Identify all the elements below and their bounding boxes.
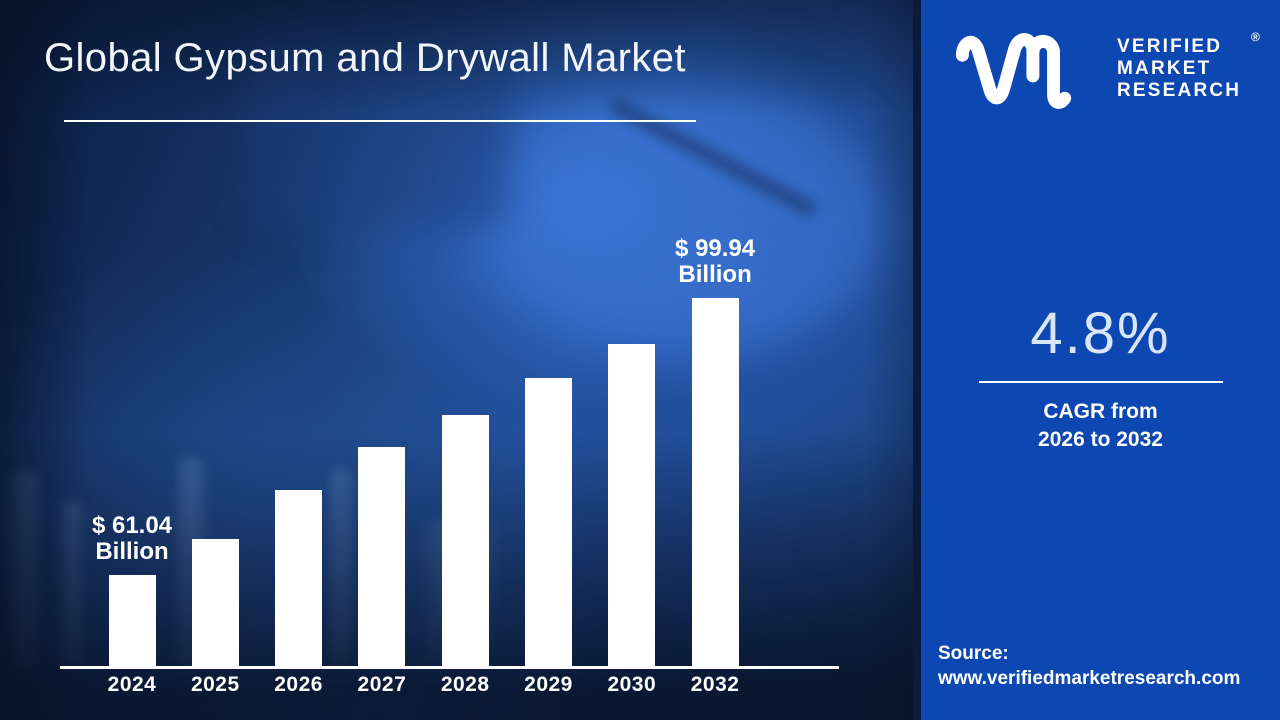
- bar-2028: [441, 415, 489, 666]
- x-tick-2024: 2024: [107, 673, 157, 696]
- x-axis-line: [60, 666, 839, 669]
- bar-2027: [358, 447, 406, 666]
- cagr-block: 4.8% CAGR from 2026 to 2032: [921, 300, 1280, 454]
- right-panel: VERIFIED MARKET RESEARCH ® 4.8% CAGR fro…: [921, 0, 1280, 720]
- bar-2025: [191, 539, 239, 666]
- x-tick-2026: 2026: [274, 673, 323, 696]
- source-label: Source:: [938, 643, 1009, 664]
- x-tick-2032: 2032: [690, 673, 740, 696]
- bar-chart: 2024 $ 61.04 Billion 2025 2026 2027 2028 2029 20…: [91, 235, 756, 697]
- brand-line: VERIFIED: [1117, 36, 1223, 57]
- x-tick-2025: 2025: [190, 673, 240, 696]
- title-underline: [64, 120, 696, 122]
- bar-2026: [275, 490, 323, 666]
- brand-line: MARKET: [1117, 58, 1212, 79]
- bar-2030: [608, 344, 656, 666]
- bar-2024: [108, 575, 156, 666]
- page-title: Global Gypsum and Drywall Market: [44, 36, 686, 80]
- brand-line: RESEARCH: [1117, 80, 1242, 101]
- cagr-label: CAGR from 2026 to 2032: [921, 398, 1280, 454]
- cagr-label-line2: 2026 to 2032: [1038, 428, 1163, 451]
- cagr-underline: [978, 381, 1223, 383]
- cagr-label-line1: CAGR from: [1043, 400, 1158, 423]
- chart-section: Global Gypsum and Drywall Market 2024 $ 6…: [0, 0, 920, 720]
- brand-name: VERIFIED MARKET RESEARCH: [1117, 36, 1241, 102]
- x-tick-2029: 2029: [524, 673, 573, 696]
- bar-2029: [525, 378, 572, 666]
- cagr-value: 4.8%: [1030, 301, 1171, 366]
- x-tick-2030: 2030: [607, 673, 657, 696]
- vmr-monogram-icon: [955, 33, 1072, 109]
- data-label-2032: $ 99.94 Billion: [675, 235, 756, 288]
- data-label-2024: $ 61.04 Billion: [91, 512, 173, 565]
- source-url: www.verifiedmarketresearch.com: [938, 668, 1241, 689]
- panel-divider: [913, 0, 921, 720]
- x-tick-2028: 2028: [440, 673, 490, 696]
- bar-2032: [691, 298, 739, 666]
- registered-trademark-icon: ®: [1251, 30, 1260, 44]
- source-block: Source: www.verifiedmarketresearch.com: [938, 641, 1240, 691]
- x-tick-2027: 2027: [357, 673, 407, 696]
